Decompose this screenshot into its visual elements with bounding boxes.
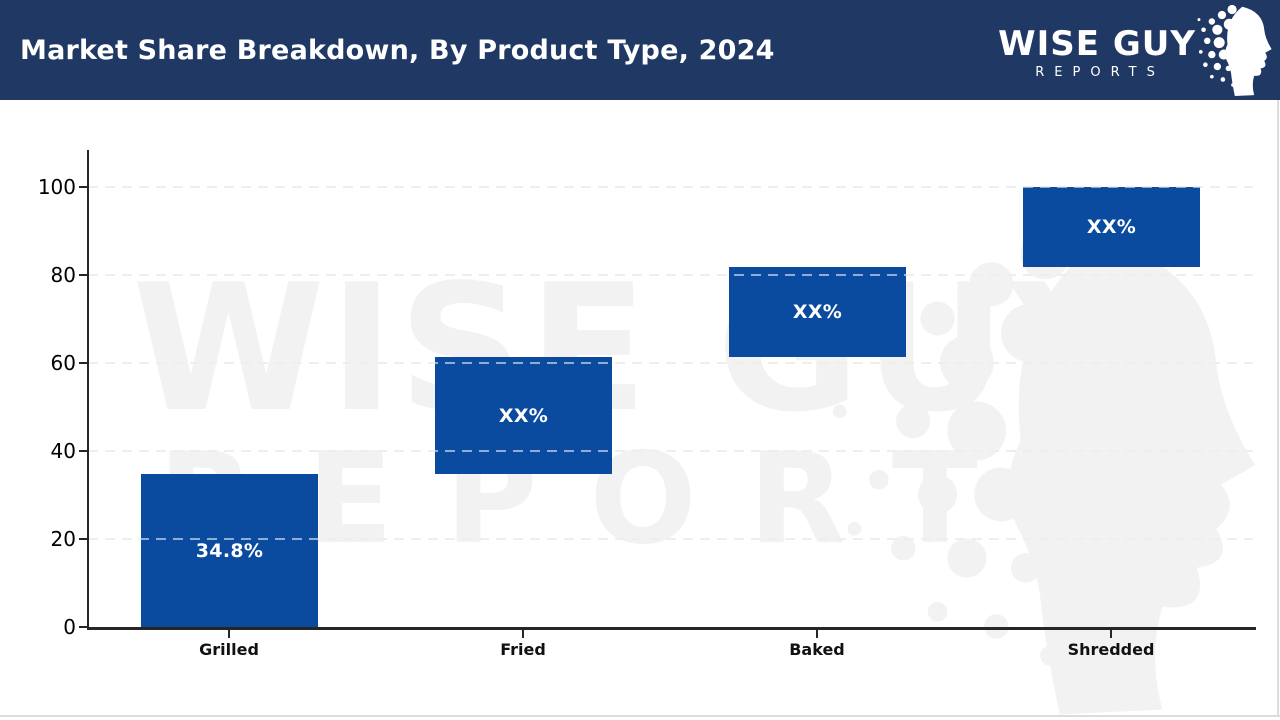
- logo-head-icon: [1197, 4, 1272, 96]
- y-tick-mark: [79, 186, 88, 188]
- gridline-overlay: [88, 186, 1253, 188]
- bar-segment-fried: XX%: [435, 357, 612, 474]
- x-tick-mark: [816, 630, 818, 638]
- figure-right-border: [1277, 100, 1279, 716]
- bar-value-label: XX%: [1086, 216, 1137, 238]
- y-tick-label: 100: [37, 175, 76, 199]
- y-tick-mark: [79, 450, 88, 452]
- bar-value-label: XX%: [498, 404, 549, 427]
- bar-segment-shredded: XX%: [1023, 187, 1200, 267]
- logo-wordmark: WISE GUY: [998, 23, 1196, 64]
- y-tick-label: 40: [50, 439, 76, 463]
- header: Market Share Breakdown, By Product Type,…: [0, 0, 1280, 100]
- gridline-overlay: [88, 362, 1253, 364]
- y-tick-mark: [79, 274, 88, 276]
- logo-subtitle: REPORTS: [1035, 64, 1165, 80]
- y-tick-label: 80: [50, 263, 76, 287]
- gridline-overlay: [88, 274, 1253, 276]
- y-tick-mark: [79, 362, 88, 364]
- watermark-wordmark: WISE GUY: [132, 248, 1142, 451]
- y-tick-label: 0: [63, 615, 76, 639]
- x-tick-label: Baked: [789, 640, 845, 659]
- x-tick-label: Fried: [500, 640, 546, 659]
- x-tick-label: Grilled: [199, 640, 259, 659]
- gridline-overlay: [88, 450, 1253, 452]
- bar-value-label: 34.8%: [195, 539, 264, 562]
- bar-segment-grilled: 34.8%: [141, 474, 318, 627]
- x-tick-mark: [522, 630, 524, 638]
- bar-segment-baked: XX%: [729, 267, 906, 357]
- x-tick-mark: [1110, 630, 1112, 638]
- logo-text: WISE GUY REPORTS: [998, 27, 1196, 80]
- y-tick-label: 20: [50, 527, 76, 551]
- y-tick-label: 60: [50, 351, 76, 375]
- bar-value-label: XX%: [792, 301, 843, 323]
- y-tick-mark: [79, 626, 88, 628]
- x-tick-mark: [228, 630, 230, 638]
- figure-bottom-border: [0, 715, 1280, 717]
- chart-title: Market Share Breakdown, By Product Type,…: [20, 34, 775, 66]
- x-tick-label: Shredded: [1067, 640, 1155, 659]
- x-axis-spine: [87, 627, 1256, 630]
- wiseguy-logo: WISE GUY REPORTS: [998, 2, 1276, 98]
- y-tick-mark: [79, 538, 88, 540]
- gridline-overlay: [88, 538, 1253, 540]
- y-axis-spine: [87, 150, 89, 630]
